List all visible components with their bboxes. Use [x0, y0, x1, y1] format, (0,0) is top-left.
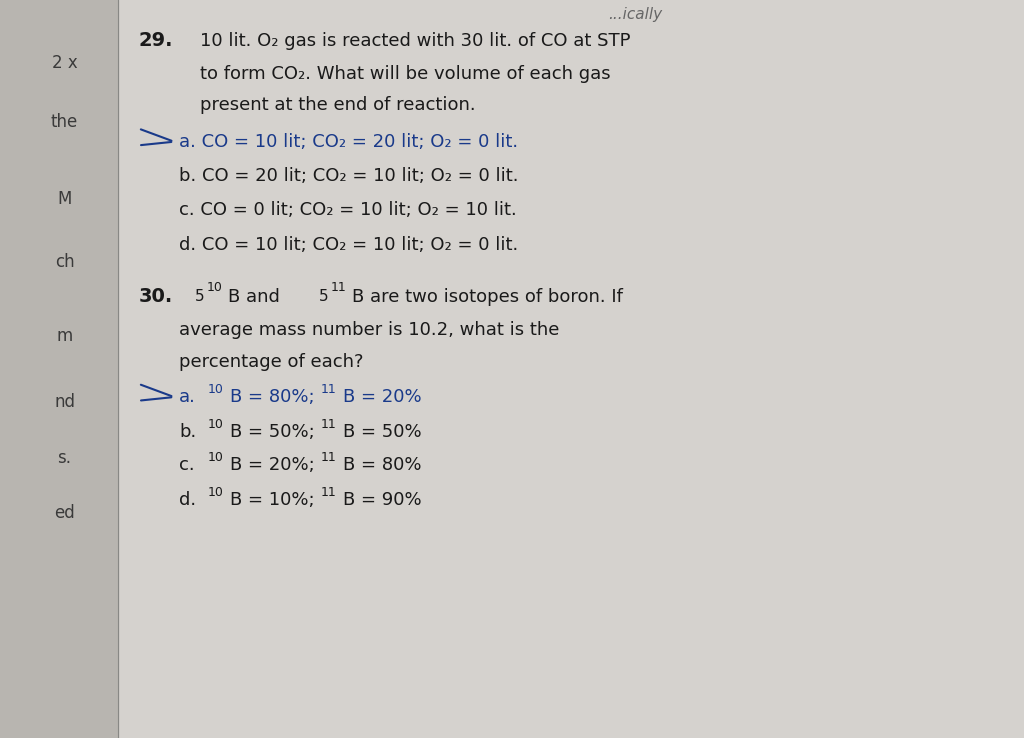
Text: 5: 5 — [318, 289, 328, 304]
Text: a.: a. — [179, 388, 196, 406]
Text: ch: ch — [54, 253, 75, 271]
Text: s.: s. — [57, 449, 72, 466]
Text: M: M — [57, 190, 72, 208]
Text: the: the — [51, 113, 78, 131]
Text: 30.: 30. — [138, 287, 172, 306]
Text: percentage of each?: percentage of each? — [179, 353, 364, 370]
Text: B = 20%: B = 20% — [343, 388, 422, 406]
Text: 10: 10 — [208, 418, 224, 431]
Text: a. CO = 10 lit; CO₂ = 20 lit; O₂ = 0 lit.: a. CO = 10 lit; CO₂ = 20 lit; O₂ = 0 lit… — [179, 133, 518, 151]
Text: 5: 5 — [195, 289, 204, 304]
Text: 11: 11 — [321, 451, 337, 464]
Text: 10 lit. O₂ gas is reacted with 30 lit. of CO at STP: 10 lit. O₂ gas is reacted with 30 lit. o… — [200, 32, 630, 49]
Text: d.: d. — [179, 491, 197, 508]
Text: B = 50%;: B = 50%; — [230, 423, 315, 441]
Text: B = 10%;: B = 10%; — [230, 491, 315, 508]
Text: present at the end of reaction.: present at the end of reaction. — [200, 96, 475, 114]
Text: B are two isotopes of boron. If: B are two isotopes of boron. If — [352, 288, 624, 306]
Text: B = 80%: B = 80% — [343, 456, 422, 474]
Text: 10: 10 — [207, 281, 223, 294]
Text: 10: 10 — [208, 383, 224, 396]
Text: B and: B and — [228, 288, 286, 306]
Text: to form CO₂. What will be volume of each gas: to form CO₂. What will be volume of each… — [200, 65, 610, 83]
Text: c.: c. — [179, 456, 195, 474]
Text: 29.: 29. — [138, 31, 173, 50]
Text: 10: 10 — [208, 486, 224, 499]
Text: 11: 11 — [321, 418, 337, 431]
Text: b. CO = 20 lit; CO₂ = 10 lit; O₂ = 0 lit.: b. CO = 20 lit; CO₂ = 10 lit; O₂ = 0 lit… — [179, 167, 519, 184]
Text: ...ically: ...ically — [608, 7, 662, 22]
Bar — [0, 0, 118, 738]
Text: 11: 11 — [331, 281, 346, 294]
Text: c. CO = 0 lit; CO₂ = 10 lit; O₂ = 10 lit.: c. CO = 0 lit; CO₂ = 10 lit; O₂ = 10 lit… — [179, 201, 517, 218]
Text: d. CO = 10 lit; CO₂ = 10 lit; O₂ = 0 lit.: d. CO = 10 lit; CO₂ = 10 lit; O₂ = 0 lit… — [179, 236, 518, 254]
Text: B = 50%: B = 50% — [343, 423, 422, 441]
Text: ed: ed — [54, 504, 75, 522]
Text: m: m — [56, 327, 73, 345]
Text: B = 90%: B = 90% — [343, 491, 422, 508]
Text: B = 80%;: B = 80%; — [230, 388, 315, 406]
Text: 10: 10 — [208, 451, 224, 464]
Text: average mass number is 10.2, what is the: average mass number is 10.2, what is the — [179, 321, 559, 339]
Text: 11: 11 — [321, 383, 337, 396]
Text: b.: b. — [179, 423, 197, 441]
Text: B = 20%;: B = 20%; — [230, 456, 315, 474]
Text: 11: 11 — [321, 486, 337, 499]
Text: 2 x: 2 x — [51, 54, 78, 72]
Text: nd: nd — [54, 393, 75, 411]
